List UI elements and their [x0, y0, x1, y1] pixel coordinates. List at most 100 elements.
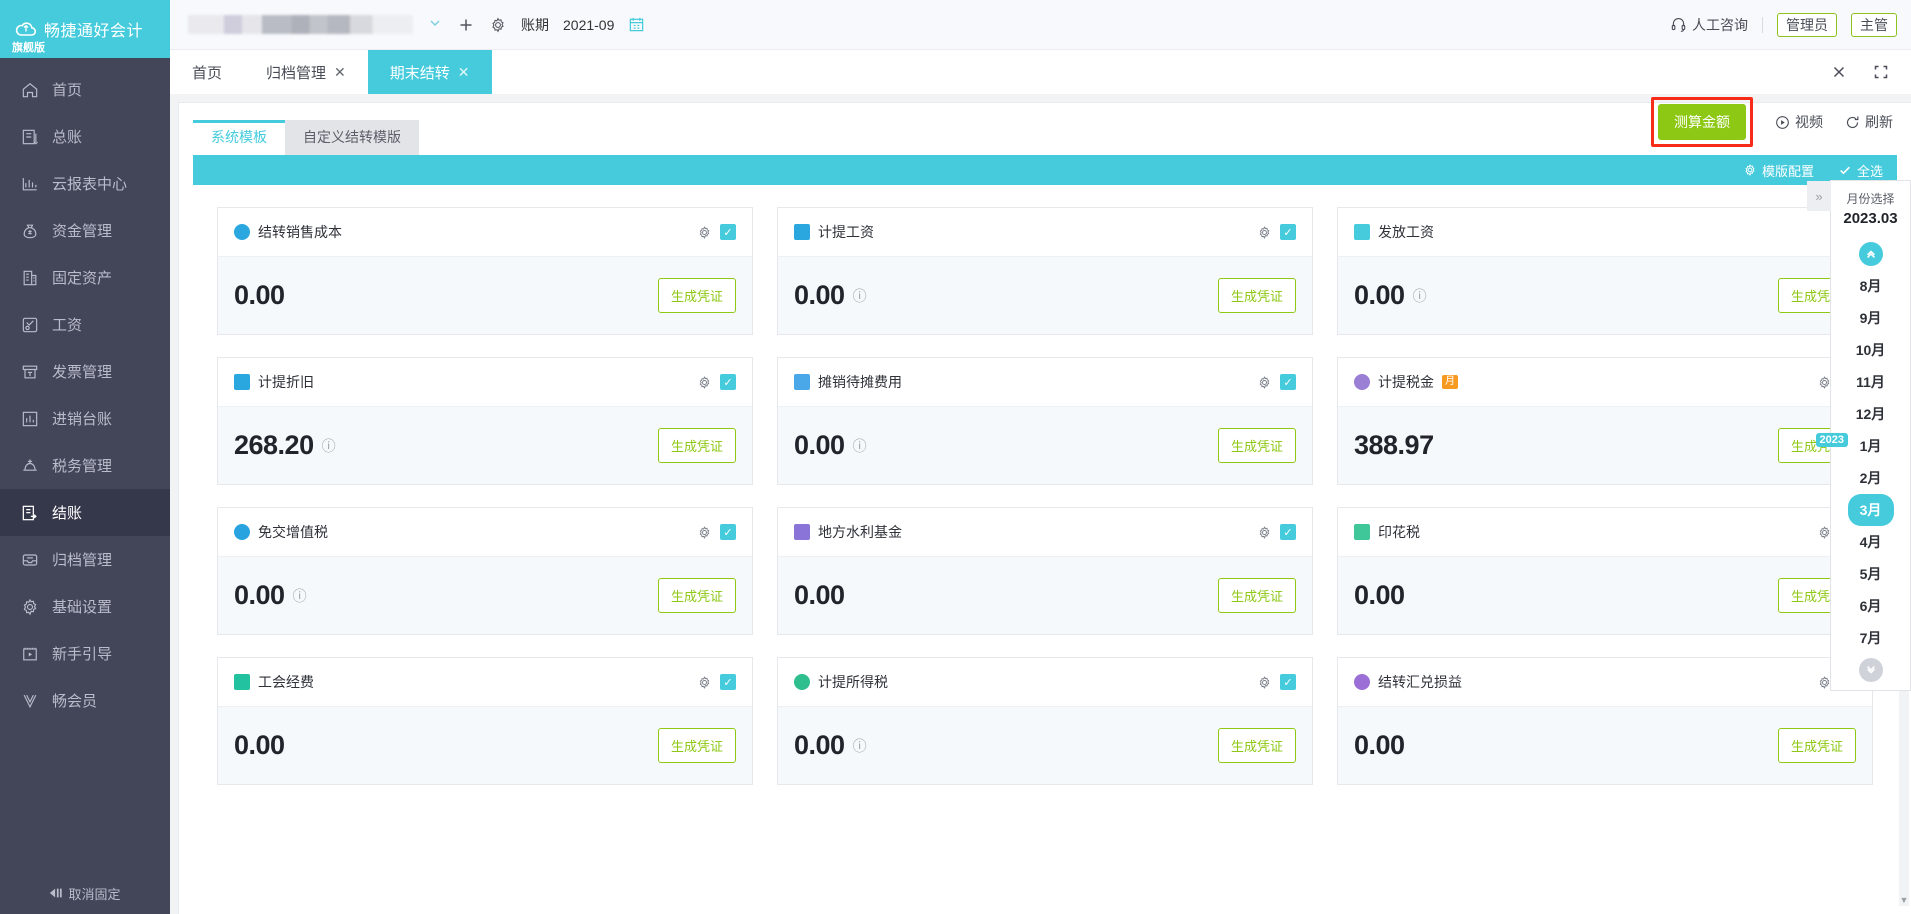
card-checkbox[interactable]: ✓: [1280, 524, 1296, 540]
sidebar-item-fund-management[interactable]: 资金管理: [0, 207, 170, 254]
card-settings-icon[interactable]: [1257, 675, 1272, 690]
month-item-3[interactable]: 3月: [1847, 494, 1894, 526]
card-settings-icon[interactable]: [697, 225, 712, 240]
select-all-button[interactable]: 全选: [1838, 161, 1883, 180]
card-settings-icon[interactable]: [1817, 525, 1832, 540]
card-settings-icon[interactable]: [697, 525, 712, 540]
generate-voucher-button[interactable]: 生成凭证: [657, 728, 736, 763]
close-icon[interactable]: [1831, 64, 1847, 80]
card-checkbox[interactable]: ✓: [720, 524, 736, 540]
sidebar-item-basic-settings[interactable]: 基础设置: [0, 583, 170, 630]
month-item-12[interactable]: 12月: [1855, 406, 1886, 422]
carryover-card[interactable]: 结转汇兑损益 ✓ 0.00 生成凭证: [1337, 657, 1873, 785]
video-button[interactable]: 视频: [1775, 112, 1823, 132]
help-icon[interactable]: ⓘ: [852, 737, 867, 754]
tab-home[interactable]: 首页: [170, 50, 244, 94]
month-item-7[interactable]: 7月: [1859, 630, 1882, 646]
refresh-button[interactable]: 刷新: [1845, 112, 1893, 132]
carryover-card[interactable]: 地方水利基金 ✓ 0.00 生成凭证: [777, 507, 1313, 635]
sidebar-item-fixed-assets[interactable]: 固定资产: [0, 254, 170, 301]
month-item-2[interactable]: 2月: [1859, 470, 1882, 486]
card-checkbox[interactable]: ✓: [720, 374, 736, 390]
card-settings-icon[interactable]: [697, 375, 712, 390]
card-settings-icon[interactable]: [1257, 525, 1272, 540]
generate-voucher-button[interactable]: 生成凭证: [657, 578, 736, 613]
month-item-5[interactable]: 5月: [1859, 566, 1882, 582]
calendar-icon[interactable]: [628, 16, 645, 33]
chevron-down-icon[interactable]: [1858, 658, 1883, 682]
help-icon[interactable]: ⓘ: [321, 437, 336, 454]
calculate-amount-button[interactable]: 测算金额: [1658, 104, 1746, 140]
sidebar-item-settlement[interactable]: 结账: [0, 489, 170, 536]
chevron-up-icon[interactable]: [1858, 242, 1883, 266]
sidebar-item-stock-ledger[interactable]: 进销台账: [0, 395, 170, 442]
card-checkbox[interactable]: ✓: [1280, 674, 1296, 690]
month-item-9[interactable]: 9月: [1859, 310, 1882, 326]
sidebar-item-payroll[interactable]: 工资: [0, 301, 170, 348]
sidebar-item-tax[interactable]: 税务管理: [0, 442, 170, 489]
month-item-1[interactable]: 2023 1月: [1815, 430, 1894, 462]
fullscreen-icon[interactable]: [1873, 64, 1889, 80]
plus-icon[interactable]: [457, 16, 475, 34]
carryover-card[interactable]: 免交增值税 ✓ 0.00 ⓘ 生成凭证: [217, 507, 753, 635]
card-settings-icon[interactable]: [1817, 375, 1832, 390]
subtab-custom-template[interactable]: 自定义结转模版: [285, 120, 419, 155]
close-icon[interactable]: ✕: [457, 63, 470, 80]
caret-down-icon[interactable]: ▼: [1899, 895, 1909, 905]
sidebar-item-invoice[interactable]: 发票管理: [0, 348, 170, 395]
generate-voucher-button[interactable]: 生成凭证: [1217, 278, 1296, 313]
card-settings-icon[interactable]: [1817, 675, 1832, 690]
tab-archive-management[interactable]: 归档管理 ✕: [244, 50, 368, 94]
card-settings-icon[interactable]: [1257, 225, 1272, 240]
carryover-card[interactable]: 计提所得税 ✓ 0.00 ⓘ 生成凭证: [777, 657, 1313, 785]
template-config-button[interactable]: 模版配置: [1743, 161, 1814, 180]
sidebar-item-vip[interactable]: 畅会员: [0, 677, 170, 724]
sidebar-unpin-button[interactable]: 取消固定: [0, 872, 170, 914]
role-admin-button[interactable]: 管理员: [1777, 12, 1837, 37]
sidebar-item-guide[interactable]: 新手引导: [0, 630, 170, 677]
month-item-4[interactable]: 4月: [1859, 534, 1882, 550]
help-icon[interactable]: ⓘ: [1412, 287, 1427, 304]
card-checkbox[interactable]: ✓: [720, 674, 736, 690]
month-item-11[interactable]: 11月: [1856, 374, 1885, 390]
gear-icon[interactable]: [489, 16, 507, 34]
help-icon[interactable]: ⓘ: [292, 587, 307, 604]
card-checkbox[interactable]: ✓: [1280, 374, 1296, 390]
card-checkbox[interactable]: ✓: [1280, 224, 1296, 240]
support-button[interactable]: 人工咨询: [1670, 15, 1748, 35]
carryover-card[interactable]: 印花税 ✓ 0.00 生成凭证: [1337, 507, 1873, 635]
carryover-card[interactable]: 结转销售成本 ✓ 0.00 生成凭证: [217, 207, 753, 335]
period-value[interactable]: 2021-09: [563, 16, 615, 33]
generate-voucher-button[interactable]: 生成凭证: [657, 428, 736, 463]
month-item-6[interactable]: 6月: [1859, 598, 1882, 614]
subtab-system-template[interactable]: 系统模板: [193, 120, 285, 155]
carryover-card[interactable]: 计提工资 ✓ 0.00 ⓘ 生成凭证: [777, 207, 1313, 335]
carryover-card[interactable]: 摊销待摊费用 ✓ 0.00 ⓘ 生成凭证: [777, 357, 1313, 485]
tab-period-end-carryover[interactable]: 期末结转 ✕: [367, 50, 492, 94]
chevron-down-icon[interactable]: [427, 15, 443, 35]
company-selector[interactable]: [188, 15, 413, 34]
close-icon[interactable]: ✕: [334, 63, 346, 80]
sidebar-item-general-ledger[interactable]: 总账: [0, 113, 170, 160]
carryover-card[interactable]: 发放工资 ✓ 0.00 ⓘ 生成凭证: [1337, 207, 1873, 335]
sidebar-item-archive[interactable]: 归档管理: [0, 536, 170, 583]
carryover-card[interactable]: 工会经费 ✓ 0.00 生成凭证: [217, 657, 753, 785]
generate-voucher-button[interactable]: 生成凭证: [1217, 428, 1296, 463]
card-settings-icon[interactable]: [697, 675, 712, 690]
carryover-card[interactable]: 计提折旧 ✓ 268.20 ⓘ 生成凭证: [217, 357, 753, 485]
generate-voucher-button[interactable]: 生成凭证: [1777, 728, 1856, 763]
sidebar-item-home[interactable]: 首页: [0, 66, 170, 113]
help-icon[interactable]: ⓘ: [852, 287, 867, 304]
generate-voucher-button[interactable]: 生成凭证: [657, 278, 736, 313]
carryover-card[interactable]: 计提税金 月 ✓ 388.97 生成凭证: [1337, 357, 1873, 485]
generate-voucher-button[interactable]: 生成凭证: [1217, 578, 1296, 613]
help-icon[interactable]: ⓘ: [852, 437, 867, 454]
role-supervisor-button[interactable]: 主管: [1851, 12, 1897, 37]
card-checkbox[interactable]: ✓: [720, 224, 736, 240]
card-settings-icon[interactable]: [1257, 375, 1272, 390]
month-item-8[interactable]: 8月: [1859, 278, 1882, 294]
chevron-double-right-icon[interactable]: »: [1807, 181, 1831, 211]
generate-voucher-button[interactable]: 生成凭证: [1217, 728, 1296, 763]
month-item-10[interactable]: 10月: [1855, 342, 1886, 358]
sidebar-item-cloud-reports[interactable]: 云报表中心: [0, 160, 170, 207]
